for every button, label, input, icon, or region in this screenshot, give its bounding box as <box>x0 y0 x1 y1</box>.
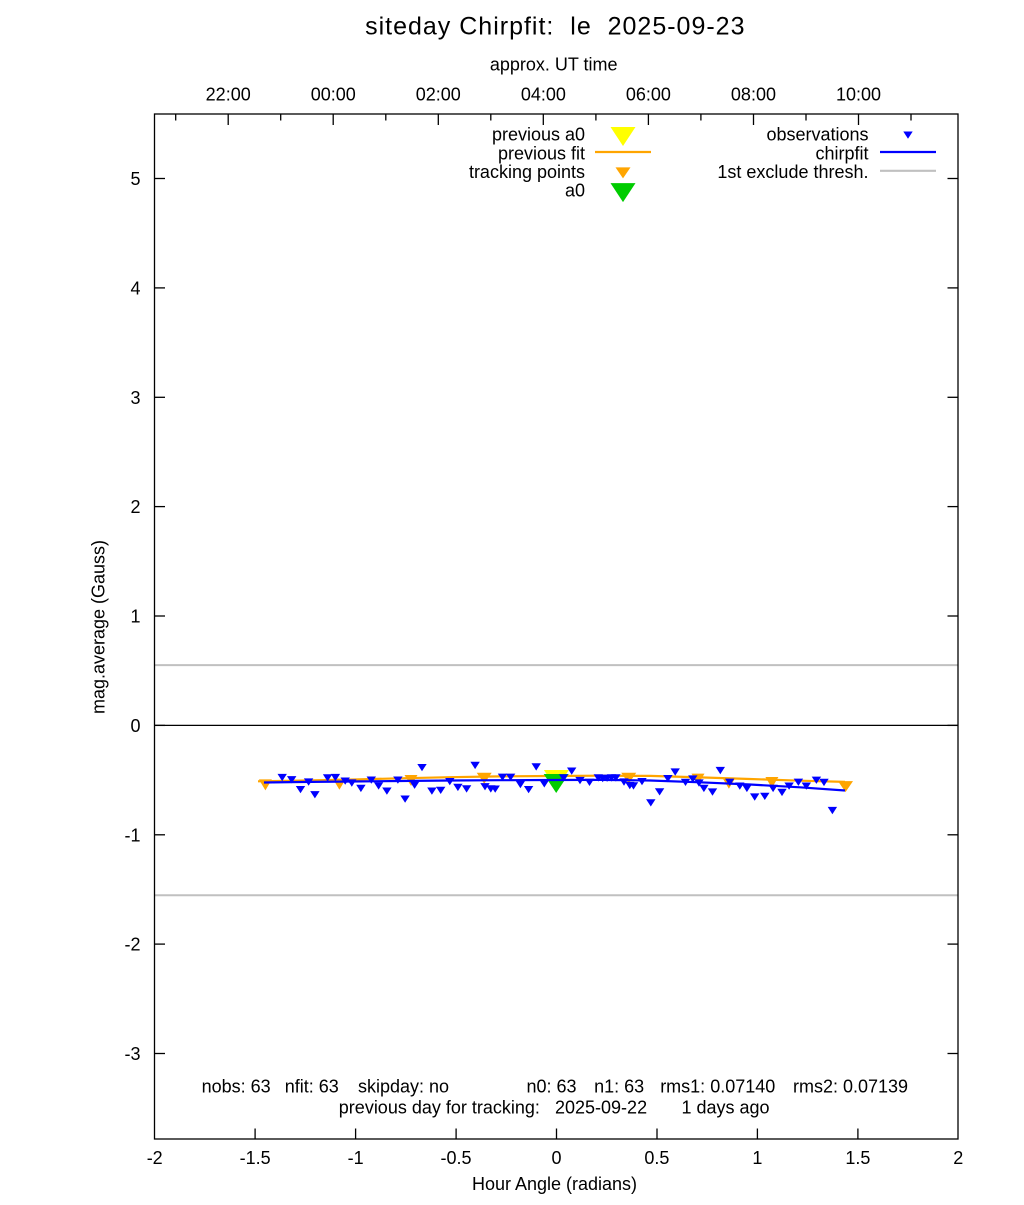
svg-text:nfit: 63: nfit: 63 <box>285 1077 339 1097</box>
svg-text:0: 0 <box>130 716 140 736</box>
svg-text:0.5: 0.5 <box>644 1148 669 1168</box>
svg-text:0: 0 <box>551 1148 561 1168</box>
svg-text:1: 1 <box>752 1148 762 1168</box>
svg-text:10:00: 10:00 <box>836 85 881 105</box>
svg-text:1.5: 1.5 <box>845 1148 870 1168</box>
svg-text:22:00: 22:00 <box>206 85 251 105</box>
svg-text:observations: observations <box>766 125 868 145</box>
svg-text:04:00: 04:00 <box>521 85 566 105</box>
svg-text:mag.average (Gauss): mag.average (Gauss) <box>89 540 109 714</box>
svg-text:previous fit: previous fit <box>498 143 585 163</box>
svg-text:siteday Chirpfit: le 2025-09: siteday Chirpfit: le 2025-09-23 <box>365 13 745 41</box>
svg-text:Hour Angle (radians): Hour Angle (radians) <box>472 1174 637 1194</box>
svg-text:5: 5 <box>130 169 140 189</box>
svg-text:-1.5: -1.5 <box>240 1148 271 1168</box>
svg-text:00:00: 00:00 <box>311 85 356 105</box>
svg-text:-3: -3 <box>124 1044 140 1064</box>
svg-text:08:00: 08:00 <box>731 85 776 105</box>
svg-text:-1: -1 <box>348 1148 364 1168</box>
svg-text:-1: -1 <box>124 825 140 845</box>
svg-text:06:00: 06:00 <box>626 85 671 105</box>
svg-text:previous a0: previous a0 <box>492 125 585 145</box>
svg-text:-0.5: -0.5 <box>441 1148 472 1168</box>
svg-text:3: 3 <box>130 388 140 408</box>
svg-text:1 days ago: 1 days ago <box>682 1098 770 1118</box>
svg-text:-2: -2 <box>124 935 140 955</box>
svg-text:nobs: 63: nobs: 63 <box>202 1077 271 1097</box>
svg-text:2: 2 <box>130 497 140 517</box>
svg-text:skipday: no: skipday: no <box>358 1077 449 1097</box>
svg-text:2: 2 <box>953 1148 963 1168</box>
svg-text:rms1: 0.07140: rms1: 0.07140 <box>660 1077 775 1097</box>
svg-text:n0: 63: n0: 63 <box>527 1077 577 1097</box>
svg-text:n1: 63: n1: 63 <box>594 1077 644 1097</box>
svg-text:4: 4 <box>130 278 140 298</box>
svg-text:rms2: 0.07139: rms2: 0.07139 <box>793 1077 908 1097</box>
svg-text:-2: -2 <box>147 1148 163 1168</box>
svg-text:chirpfit: chirpfit <box>815 143 868 163</box>
svg-text:2025-09-22: 2025-09-22 <box>555 1098 647 1118</box>
svg-text:1st exclude thresh.: 1st exclude thresh. <box>717 162 868 182</box>
svg-text:a0: a0 <box>565 181 585 201</box>
svg-text:02:00: 02:00 <box>416 85 461 105</box>
svg-text:1: 1 <box>130 607 140 627</box>
svg-text:previous day for tracking:: previous day for tracking: <box>339 1098 540 1118</box>
svg-text:tracking points: tracking points <box>469 162 585 182</box>
svg-text:approx. UT time: approx. UT time <box>490 55 618 75</box>
